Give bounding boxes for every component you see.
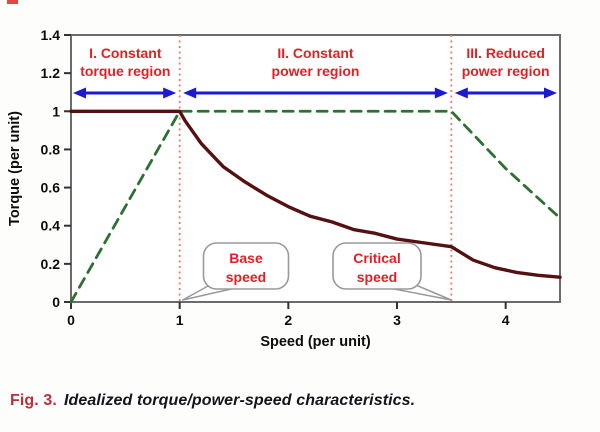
plot-area — [70, 34, 561, 303]
region-label-line2: power region — [462, 63, 550, 79]
x-tick-label: 1 — [176, 312, 184, 328]
callout-label-line1: Critical — [353, 250, 400, 266]
y-tick-label: 1.4 — [41, 27, 61, 43]
region-label-line2: torque region — [80, 63, 170, 79]
torque-curve — [69, 109, 562, 279]
callout-label-line1: Base — [229, 250, 263, 266]
region-label-line1: I. Constant — [89, 45, 162, 61]
figure-caption: Fig. 3. Idealized torque/power-speed char… — [10, 392, 415, 410]
y-tick-label: 0.2 — [41, 256, 61, 272]
x-tick-label: 3 — [393, 312, 401, 328]
y-tick-label: 0.6 — [41, 180, 61, 196]
y-tick-label: 0.4 — [41, 218, 61, 234]
callout-bubble — [202, 242, 290, 290]
y-axis-label: Torque (per unit) — [7, 111, 23, 226]
x-tick-label: 2 — [284, 312, 292, 328]
callout-label-line2: speed — [357, 269, 397, 285]
stray-red-mark — [7, 0, 18, 4]
power-curve — [69, 109, 562, 304]
torque-speed-chart: 0 1 2 3 4 0 0.2 0.4 0.6 0.8 1 1.2 1.4 Speed (per unit… — [7, 27, 562, 350]
region-label-line1: III. Reduced — [466, 45, 545, 61]
y-tick-label: 0 — [52, 294, 60, 310]
arrowhead-left-icon — [73, 87, 86, 99]
arrowhead-right-icon — [544, 87, 557, 99]
x-tick-label: 4 — [502, 312, 510, 328]
y-tick-label: 1 — [52, 103, 60, 119]
x-tick-label: 0 — [67, 312, 75, 328]
arrowhead-left-icon — [183, 87, 197, 99]
figure-number: Fig. 3. — [10, 392, 57, 409]
x-axis-label: Speed (per unit) — [260, 334, 371, 350]
arrowhead-right-icon — [163, 87, 177, 99]
caption-text: Idealized torque/power-speed characteris… — [63, 392, 416, 409]
callout-label-line2: speed — [226, 269, 266, 285]
y-tick-label: 1.2 — [41, 65, 61, 81]
arrowhead-right-icon — [434, 87, 448, 99]
arrowhead-left-icon — [454, 87, 468, 99]
region-label-line1: II. Constant — [277, 45, 354, 61]
region-label-line2: power region — [272, 63, 360, 79]
callout-bubble — [332, 242, 422, 290]
y-tick-label: 0.8 — [41, 141, 61, 157]
